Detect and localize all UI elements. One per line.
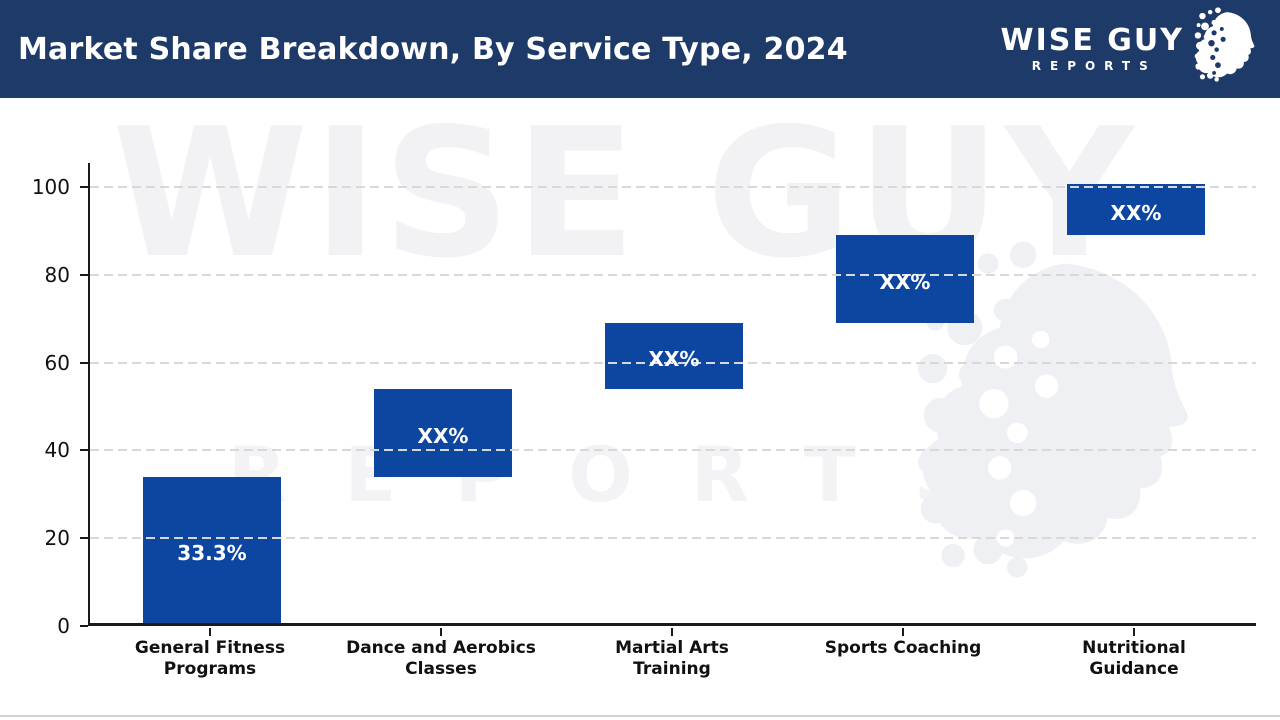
bar <box>143 476 281 623</box>
x-tick-mark <box>1133 628 1135 636</box>
y-tick-mark <box>80 186 88 188</box>
y-tick-label: 20 <box>44 526 70 551</box>
logo-head-icon <box>1194 7 1255 82</box>
bar-value-label: XX% <box>879 270 931 295</box>
y-tick-label: 0 <box>57 614 70 638</box>
y-tick-label: 100 <box>31 175 70 199</box>
plot-area: 33.3% XX% XX% XX% XX% <box>88 163 1256 626</box>
y-tick-mark <box>80 625 88 627</box>
bar-value-label: XX% <box>1110 200 1162 225</box>
logo-wordmark: WISE GUY REPORTS <box>1000 23 1184 74</box>
bar-value-label: 33.3% <box>177 540 247 565</box>
x-tick-label: Nutritional Guidance <box>1082 638 1186 679</box>
y-tick-label: 40 <box>44 438 70 463</box>
chart-title: Market Share Breakdown, By Service Type,… <box>18 31 848 67</box>
x-tick-mark <box>209 628 211 636</box>
footer-divider <box>0 715 1280 717</box>
brand-logo: WISE GUY REPORTS <box>1000 6 1266 92</box>
bar-value-label: XX% <box>648 347 700 372</box>
gridline <box>90 537 1256 540</box>
x-tick-label: Dance and Aerobics Classes <box>346 638 536 679</box>
x-tick-label: Martial Arts Training <box>615 638 729 679</box>
x-tick-mark <box>671 628 673 636</box>
y-axis: 0 20 40 60 80 100 <box>0 163 88 638</box>
y-tick-mark <box>80 361 88 364</box>
bar <box>836 235 974 324</box>
gridline <box>90 186 1256 188</box>
gridline <box>90 449 1256 452</box>
watermark-subtext: REPORTS <box>228 430 1027 519</box>
y-tick-mark <box>80 449 88 452</box>
y-tick-label: 60 <box>44 350 70 375</box>
x-tick-label: General Fitness Programs <box>134 638 286 679</box>
x-axis: General Fitness Programs Dance and Aerobi… <box>88 628 1256 690</box>
y-tick-mark <box>80 273 88 276</box>
bar <box>1067 184 1205 236</box>
gridline <box>90 273 1256 276</box>
logo-name-text: WISE GUY <box>1000 23 1184 58</box>
bar-value-label: XX% <box>417 423 469 448</box>
y-tick-mark <box>80 537 88 540</box>
x-tick-mark <box>440 628 442 636</box>
chart-area: WISE GUY REPORTS 0 20 40 60 80 100 33.3% XX% XX… <box>0 90 1280 716</box>
bar <box>374 389 512 477</box>
gridline <box>90 361 1256 364</box>
bar <box>605 323 743 390</box>
header: Market Share Breakdown, By Service Type,… <box>0 0 1280 98</box>
x-tick-label: Sports Coaching <box>824 638 982 658</box>
logo-subtext: REPORTS <box>1031 59 1157 73</box>
y-tick-label: 80 <box>44 262 70 287</box>
x-tick-mark <box>902 628 904 636</box>
